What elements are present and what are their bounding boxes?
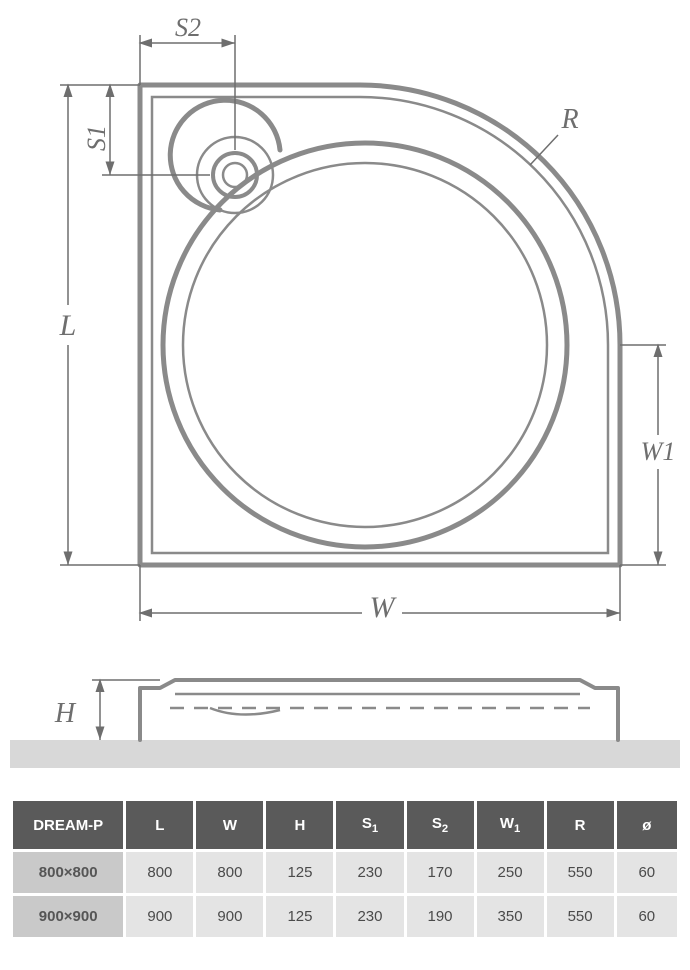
table-cell: 550	[545, 851, 615, 895]
table-rowhead-cell: 900×900	[12, 895, 125, 939]
table-cell: 125	[265, 851, 335, 895]
table-cell: 170	[405, 851, 475, 895]
table-cell: 550	[545, 895, 615, 939]
table-header-cell: W	[195, 800, 265, 851]
label-R: R	[560, 104, 578, 135]
table-header-row: DREAM-PLWHS1S2W1Rø	[12, 800, 679, 851]
table-cell: 125	[265, 895, 335, 939]
table-header-cell: W1	[475, 800, 545, 851]
tray-outline	[140, 85, 620, 565]
table-rowhead-cell: 800×800	[12, 851, 125, 895]
table-cell: 900	[125, 895, 195, 939]
table-header-cell: DREAM-P	[12, 800, 125, 851]
tray-side-outline	[140, 680, 618, 740]
ground	[10, 740, 680, 768]
table-cell: 900	[195, 895, 265, 939]
label-W1: W1	[641, 437, 676, 466]
table-cell: 800	[195, 851, 265, 895]
table-row: 900×90090090012523019035055060	[12, 895, 679, 939]
label-H: H	[54, 698, 77, 729]
table-cell: 350	[475, 895, 545, 939]
table-header-cell: S1	[335, 800, 405, 851]
diagram-container: L S1 S2 R W1 W	[10, 10, 680, 940]
label-L: L	[59, 309, 77, 342]
table-header-cell: L	[125, 800, 195, 851]
table-cell: 230	[335, 851, 405, 895]
table-header-cell: S2	[405, 800, 475, 851]
spec-table: DREAM-PLWHS1S2W1Rø 800×80080080012523017…	[10, 798, 680, 940]
table-header-cell: R	[545, 800, 615, 851]
table-cell: 800	[125, 851, 195, 895]
label-S1: S1	[82, 125, 111, 151]
drain-assembly	[170, 100, 280, 213]
table-header-cell: H	[265, 800, 335, 851]
table-cell: 60	[615, 895, 678, 939]
label-W: W	[370, 591, 398, 624]
table-cell: 250	[475, 851, 545, 895]
label-S2: S2	[175, 13, 201, 42]
top-view-diagram: L S1 S2 R W1 W	[10, 10, 680, 650]
table-cell: 190	[405, 895, 475, 939]
table-header-cell: ø	[615, 800, 678, 851]
basin-circle-inner	[183, 163, 547, 527]
basin-circle-outer	[163, 143, 567, 547]
table-cell: 60	[615, 851, 678, 895]
table-cell: 230	[335, 895, 405, 939]
table-row: 800×80080080012523017025055060	[12, 851, 679, 895]
side-view-diagram: H	[10, 650, 680, 780]
